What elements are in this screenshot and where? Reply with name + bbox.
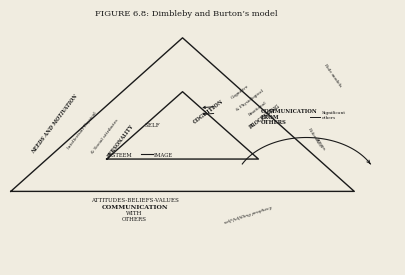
Text: ATTITUDES-BELIEFS-VALUES: ATTITUDES-BELIEFS-VALUES [91, 198, 179, 203]
Text: COMMUNICATION: COMMUNICATION [260, 109, 317, 114]
Text: Intellectual Physical: Intellectual Physical [67, 111, 98, 150]
Text: PROCESSING: PROCESSING [248, 103, 281, 130]
Text: others: others [322, 116, 336, 120]
Text: FIGURE 6.8: Dimbleby and Burton’s model: FIGURE 6.8: Dimbleby and Burton’s model [95, 10, 278, 18]
Text: & Physiological: & Physiological [235, 89, 264, 112]
Text: NEEDS AND MOTIVATION: NEEDS AND MOTIVATION [31, 94, 79, 155]
Text: Significant: Significant [322, 111, 345, 115]
Text: FROM: FROM [260, 115, 279, 120]
Text: self-fulfilling prophecy: self-fulfilling prophecy [224, 206, 273, 225]
Text: COGNITION: COGNITION [192, 99, 225, 125]
Text: Emotional: Emotional [248, 100, 267, 117]
Text: IMAGE: IMAGE [154, 153, 173, 158]
Text: groups: groups [315, 137, 326, 152]
Text: OTHERS: OTHERS [122, 217, 147, 222]
Text: ESTEEM: ESTEEM [109, 153, 132, 158]
Text: SELF: SELF [145, 123, 160, 128]
Text: PERSONALITY: PERSONALITY [107, 123, 135, 158]
Text: COMMUNICATION: COMMUNICATION [101, 205, 168, 210]
Text: Role models: Role models [323, 63, 342, 88]
Text: WITH: WITH [126, 211, 143, 216]
Text: Reference: Reference [307, 127, 322, 148]
Text: OTHERS: OTHERS [260, 120, 286, 125]
Text: Cognitive: Cognitive [231, 84, 250, 100]
Text: & Social attributes: & Social attributes [90, 118, 119, 154]
